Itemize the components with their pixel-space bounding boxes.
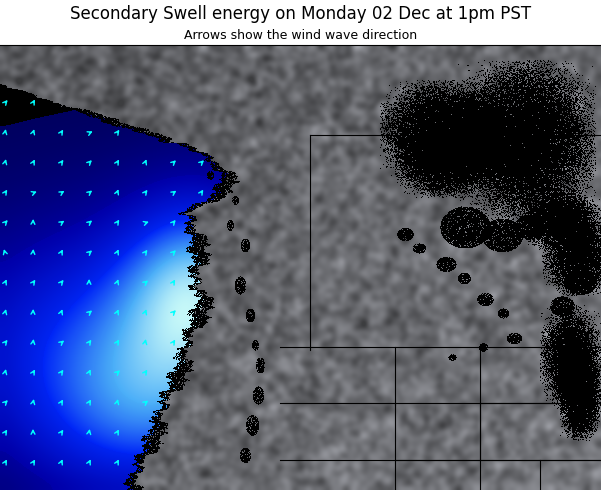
Text: Arrows show the wind wave direction: Arrows show the wind wave direction [184,28,417,42]
Text: Secondary Swell energy on Monday 02 Dec at 1pm PST: Secondary Swell energy on Monday 02 Dec … [70,5,531,24]
